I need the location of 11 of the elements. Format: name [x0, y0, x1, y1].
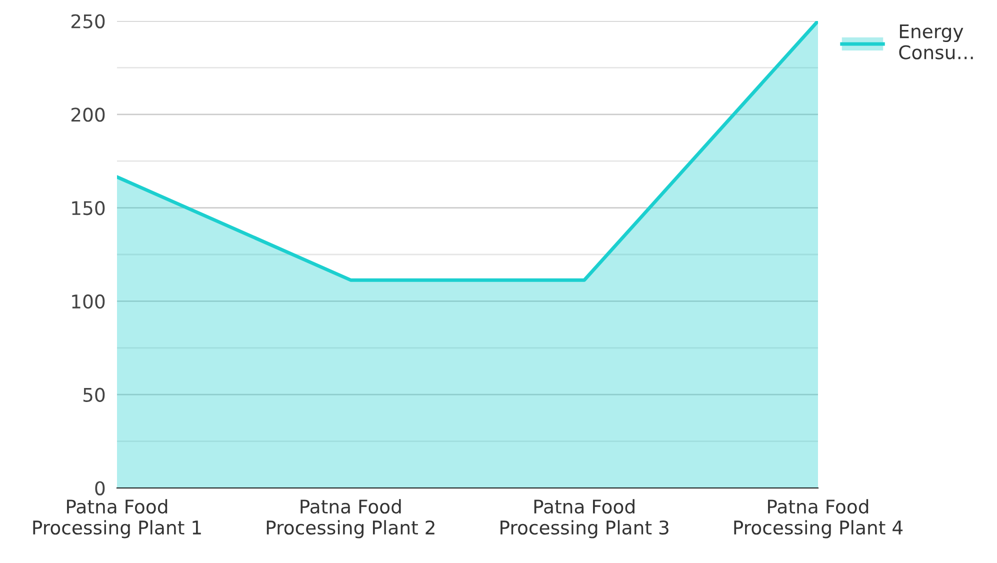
y-tick-label: 150	[72, 201, 105, 216]
y-tick-label: 250	[71, 14, 105, 28]
x-tick-label: Patna Food Processing Plant 1	[33, 499, 201, 538]
legend-label: Energy Consu…	[899, 24, 973, 60]
x-tick-label: Patna Food Processing Plant 2	[266, 499, 434, 538]
y-tick-label: 200	[71, 108, 105, 122]
x-tick-label: Patna Food Processing Plant 4	[734, 499, 903, 538]
y-tick-label: 0	[95, 481, 105, 496]
y-tick-label: 100	[72, 294, 105, 309]
x-tick-label: Patna Food Processing Plant 3	[500, 499, 668, 538]
y-tick-label: 50	[83, 388, 105, 402]
